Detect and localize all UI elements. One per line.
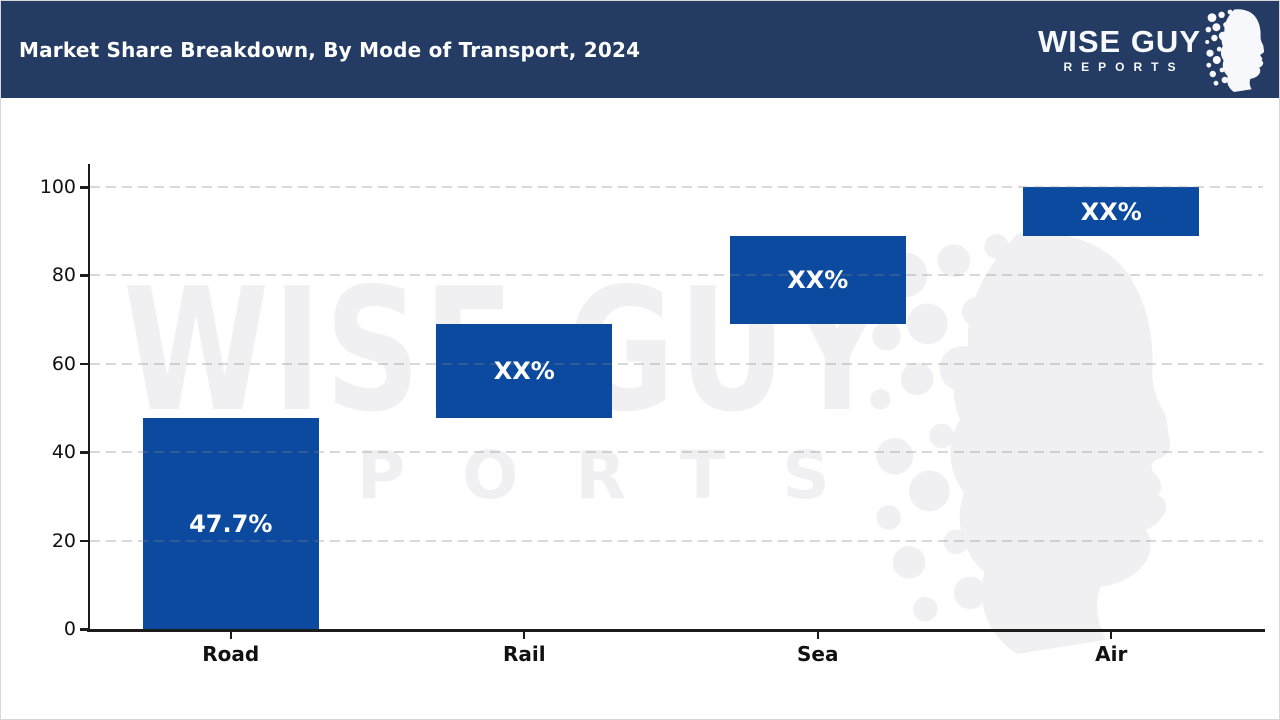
gridline-80	[90, 274, 1263, 277]
bar-sea	[729, 236, 906, 324]
bar-label-air: XX%	[1080, 197, 1142, 226]
chart-title: Market Share Breakdown, By Mode of Trans…	[19, 37, 641, 62]
logo-wordmark: WISE GUY	[1037, 24, 1201, 59]
y-tick-label-80: 80	[51, 264, 76, 287]
gridline-20	[90, 539, 1263, 542]
gridline-100	[90, 186, 1263, 188]
x-tick-label-road: Road	[202, 642, 260, 666]
x-tick-air	[1110, 631, 1113, 639]
bar-road	[142, 418, 319, 629]
y-tick-40	[80, 451, 89, 454]
y-tick-60	[80, 362, 89, 366]
head-profile-dots-icon	[1205, 8, 1265, 92]
y-tick-label-100: 100	[39, 176, 76, 198]
y-tick-label-20: 20	[51, 529, 76, 552]
x-tick-road	[229, 631, 232, 639]
y-tick-100	[80, 186, 89, 189]
y-tick-80	[80, 274, 89, 277]
x-tick-label-sea: Sea	[797, 642, 839, 666]
watermark-head-icon	[870, 232, 1171, 654]
y-tick-20	[80, 539, 89, 543]
report-header: Market Share Breakdown, By Mode of Trans…	[1, 1, 1279, 98]
wise-guy-logo: WISE GUY REPORTS	[1038, 8, 1265, 92]
gridline-40	[90, 451, 1263, 454]
y-tick-label-40: 40	[51, 441, 76, 464]
x-tick-label-rail: Rail	[502, 642, 546, 666]
bar-rail	[436, 323, 613, 419]
y-axis	[88, 164, 90, 631]
bar-air	[1023, 187, 1200, 237]
y-tick-label-0: 0	[63, 618, 76, 640]
bar-label-road: 47.7%	[189, 509, 273, 538]
bar-label-sea: XX%	[787, 265, 849, 294]
bar-label-rail: XX%	[493, 356, 555, 385]
logo-subtitle: REPORTS	[1063, 60, 1185, 74]
y-tick-0	[80, 628, 89, 631]
x-axis	[87, 629, 1265, 632]
chart-area: WISE GUY REPORTS 47.7% XX% XX% XX% 0 20 40 60 80…	[1, 98, 1279, 719]
gridline-60	[90, 362, 1263, 365]
y-tick-label-60: 60	[51, 352, 76, 375]
x-tick-label-air: Air	[1095, 642, 1128, 666]
x-tick-sea	[816, 631, 819, 639]
logo-text: WISE GUY REPORTS	[1038, 26, 1201, 73]
x-tick-rail	[523, 631, 526, 639]
